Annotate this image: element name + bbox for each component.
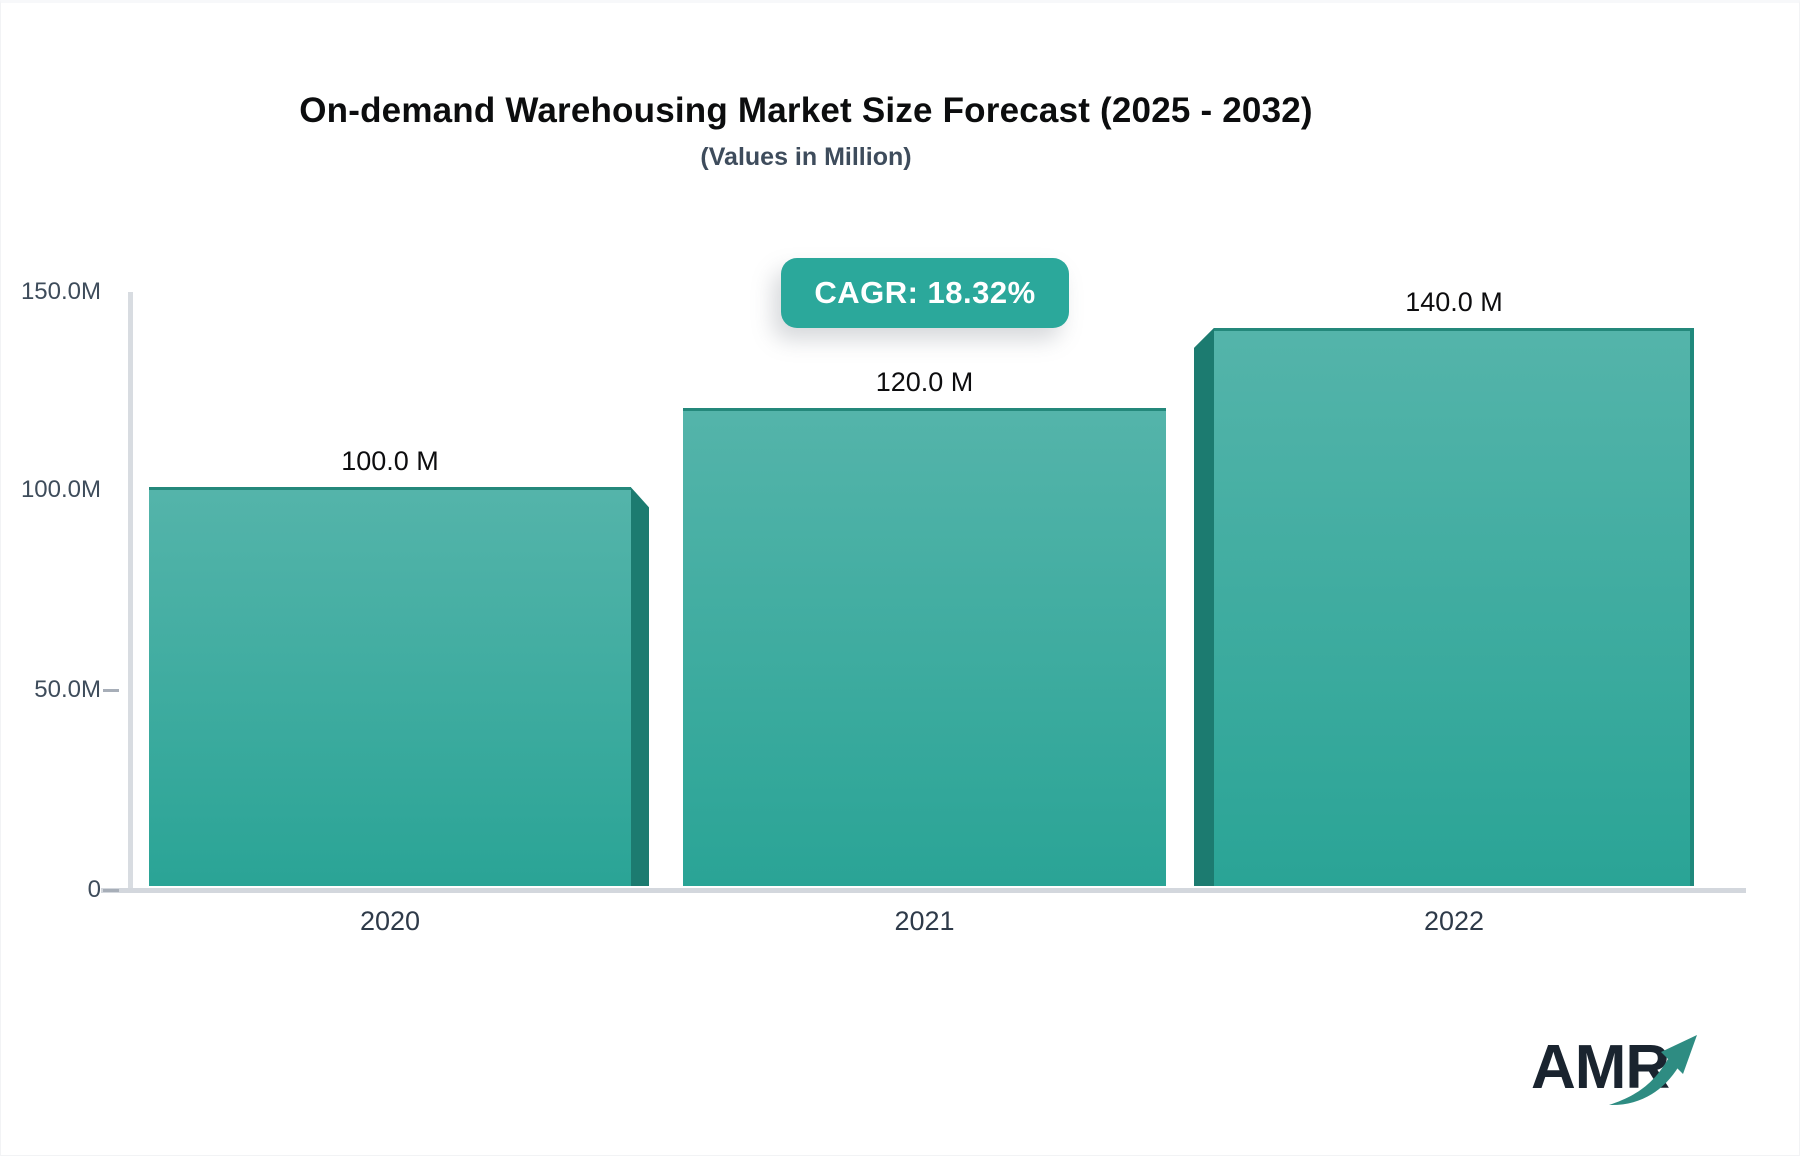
y-tick-label-0: 0 xyxy=(87,876,101,903)
chart-subtitle: (Values in Million) xyxy=(700,143,912,171)
bar-2021-face[interactable] xyxy=(683,407,1166,886)
chart-title: On-demand Warehousing Market Size Foreca… xyxy=(299,91,1313,130)
y-tick-label-50: 50.0M xyxy=(34,676,101,703)
bar-2020-face[interactable] xyxy=(149,487,631,886)
bar-2020-value-label: 100.0 M xyxy=(341,446,439,477)
y-tick-label-150: 150.0M xyxy=(20,278,101,305)
y-tick-label-100: 100.0M xyxy=(20,476,101,503)
x-tick-label-2020: 2020 xyxy=(359,906,421,936)
amr-logo: AMR xyxy=(1531,1033,1697,1106)
x-tick-label-2021: 2021 xyxy=(894,906,955,936)
bar-2022[interactable]: 140.0 M xyxy=(1194,287,1694,886)
chart-header: On-demand Warehousing Market Size Foreca… xyxy=(1,91,1611,172)
bar-2022-face[interactable] xyxy=(1214,327,1694,886)
bar-2022-value-label: 140.0 M xyxy=(1405,286,1503,317)
bar-2022-side-face xyxy=(1194,327,1214,886)
x-axis-line xyxy=(101,888,1746,893)
bar-2020[interactable]: 100.0 M xyxy=(149,446,649,886)
x-tick-label-2022: 2022 xyxy=(1423,906,1485,936)
bar-2020-side-face xyxy=(631,487,649,886)
amr-logo-arrowhead xyxy=(1661,1035,1697,1074)
amr-logo-arrow-swoosh xyxy=(1609,1059,1679,1106)
y-axis-line xyxy=(128,292,133,890)
cagr-badge: CAGR: 18.32% xyxy=(781,258,1069,328)
bar-2021[interactable]: 120.0 M xyxy=(683,367,1166,886)
y-tick-mark-0 xyxy=(103,889,119,892)
y-tick-mark-50 xyxy=(103,689,119,692)
bar-2021-value-label: 120.0 M xyxy=(875,366,974,397)
